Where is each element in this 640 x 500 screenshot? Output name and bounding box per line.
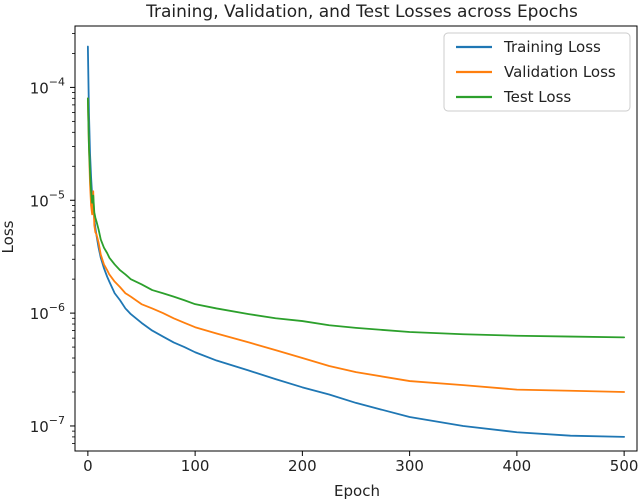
x-tick-label: 100 xyxy=(181,457,210,475)
axis-ticks: 0 100 200 300 400 500 10−7 10−6 10−5 10−4 xyxy=(30,33,639,475)
y-tick-label: 10−7 xyxy=(30,414,65,436)
plot-frame xyxy=(74,25,638,452)
legend: Training Loss Validation Loss Test Loss xyxy=(443,32,631,112)
y-axis-label: Loss xyxy=(0,220,17,253)
chart-title: Training, Validation, and Test Losses ac… xyxy=(145,2,578,22)
x-tick-label: 0 xyxy=(83,457,93,475)
x-tick-label: 200 xyxy=(288,457,317,475)
x-tick-label: 500 xyxy=(610,457,639,475)
legend-label: Test Loss xyxy=(503,88,571,106)
series-line-2 xyxy=(86,97,626,339)
x-axis-label: Epoch xyxy=(334,482,380,500)
series-lines xyxy=(86,45,626,438)
legend-box xyxy=(443,32,631,112)
y-tick-label: 10−4 xyxy=(30,75,65,97)
legend-label: Validation Loss xyxy=(504,63,616,81)
y-tick-label: 10−6 xyxy=(30,301,65,323)
x-tick-label: 400 xyxy=(503,457,532,475)
x-tick-label: 300 xyxy=(395,457,424,475)
y-tick-label: 10−5 xyxy=(30,188,65,210)
legend-label: Training Loss xyxy=(503,38,601,56)
